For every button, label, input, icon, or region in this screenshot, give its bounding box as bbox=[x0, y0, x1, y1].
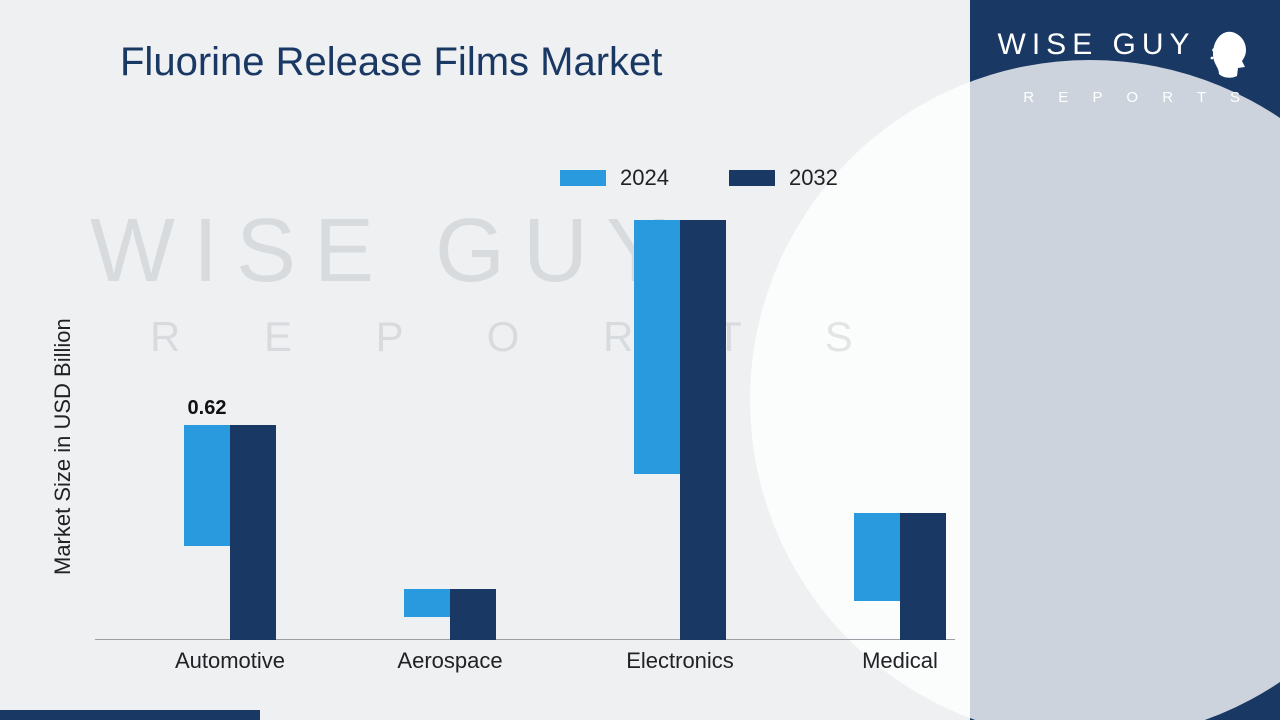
bar-value-label: 0.62 bbox=[157, 397, 257, 420]
bottom-accent-bar bbox=[0, 710, 260, 720]
bar-group: Electronics bbox=[605, 220, 755, 640]
category-label: Automotive bbox=[130, 640, 330, 674]
bar-series2 bbox=[230, 425, 276, 640]
bar-series1 bbox=[634, 220, 680, 474]
infographic-stage: Fluorine Release Films Market WISE GUY R… bbox=[0, 0, 1280, 720]
bar-series1 bbox=[854, 513, 900, 601]
bar-series1: 0.62 bbox=[184, 425, 230, 546]
brand-line2: R E P O R T S bbox=[998, 90, 1250, 105]
brand-line1: WISE GUY bbox=[998, 30, 1196, 60]
legend-swatch-2024 bbox=[560, 170, 606, 186]
brand-logo: WISE GUY R E P O R T S bbox=[998, 30, 1250, 105]
plot-area: 0.62AutomotiveAerospaceElectronicsMedica… bbox=[95, 210, 955, 640]
bar-series2 bbox=[900, 513, 946, 640]
bar-series1 bbox=[404, 589, 450, 616]
head-silhouette-icon bbox=[1204, 30, 1250, 86]
legend: 2024 2032 bbox=[560, 165, 838, 191]
bar-series2 bbox=[450, 589, 496, 640]
bar-group: 0.62Automotive bbox=[155, 425, 305, 640]
category-label: Aerospace bbox=[350, 640, 550, 674]
legend-label-2024: 2024 bbox=[620, 165, 669, 191]
bar-group: Medical bbox=[825, 513, 975, 640]
category-label: Medical bbox=[800, 640, 1000, 674]
bar-group: Aerospace bbox=[375, 589, 525, 640]
legend-label-2032: 2032 bbox=[789, 165, 838, 191]
bar-series2 bbox=[680, 220, 726, 640]
y-axis-label: Market Size in USD Billion bbox=[50, 318, 76, 575]
legend-swatch-2032 bbox=[729, 170, 775, 186]
legend-item-2024: 2024 bbox=[560, 165, 669, 191]
chart-title: Fluorine Release Films Market bbox=[120, 40, 662, 85]
legend-item-2032: 2032 bbox=[729, 165, 838, 191]
category-label: Electronics bbox=[580, 640, 780, 674]
